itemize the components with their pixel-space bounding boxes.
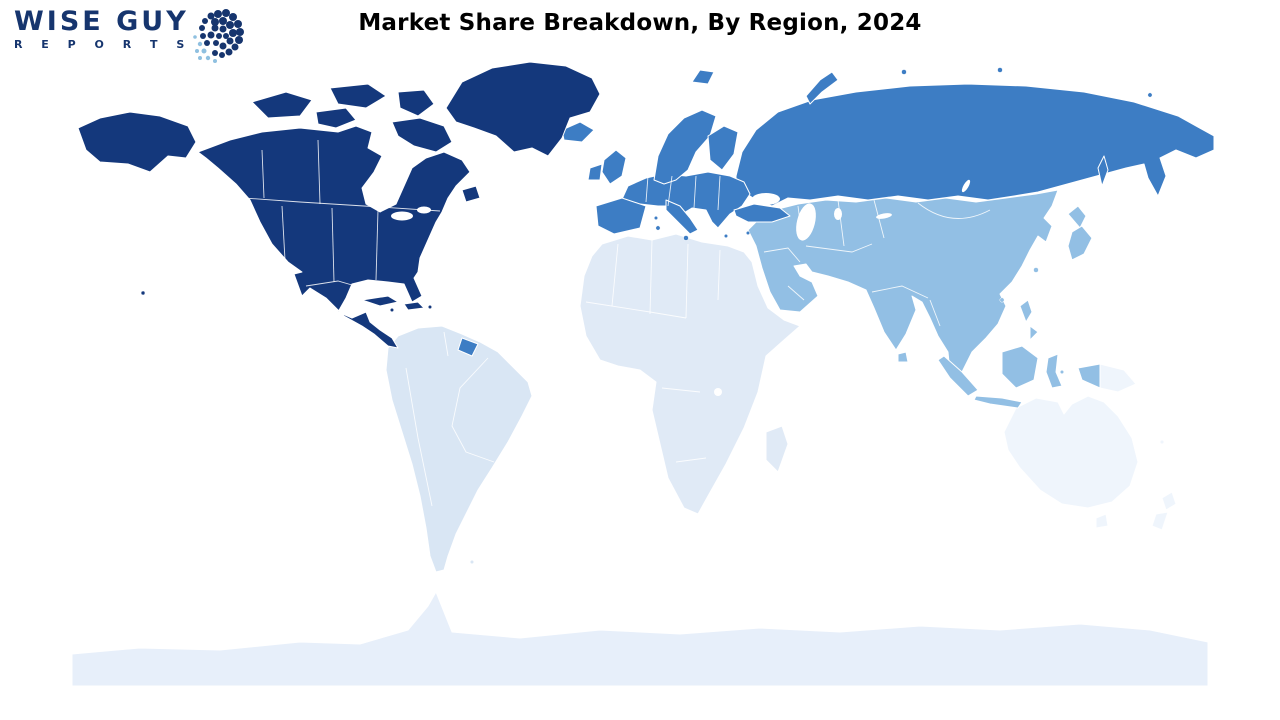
head-dots-accent	[192, 35, 217, 63]
borneo	[1001, 345, 1039, 389]
new-siberian-islands	[997, 67, 1003, 73]
sumatra	[937, 355, 979, 397]
cyprus	[745, 230, 751, 236]
logo-wordmark: WISE GUY	[14, 6, 189, 37]
wise-guy-reports-logo: WISE GUY R E P O R T S	[14, 6, 246, 66]
logo-subtitle: R E P O R T S	[14, 38, 192, 52]
falkland-islands	[469, 559, 475, 565]
svalbard	[691, 69, 715, 85]
java	[973, 395, 1023, 409]
lake-balkhash	[876, 213, 892, 219]
new-zealand-north	[1161, 491, 1177, 511]
lake-victoria	[714, 388, 722, 396]
italy	[665, 199, 699, 235]
french-guiana	[457, 337, 479, 357]
black-sea	[752, 193, 780, 205]
philippines-mindanao	[1029, 325, 1039, 341]
baffin-island	[391, 117, 453, 153]
great-lakes-east	[417, 206, 431, 214]
north-america-mainland	[197, 125, 471, 349]
sri-lanka	[897, 351, 909, 363]
region-south-america	[385, 325, 533, 573]
arctic-island-3	[397, 89, 435, 117]
new-caledonia	[1159, 439, 1165, 445]
country-borders	[215, 139, 991, 507]
sulawesi	[1045, 353, 1063, 389]
philippines-luzon	[1019, 299, 1033, 323]
region-antarctica	[71, 591, 1209, 687]
russia	[735, 83, 1215, 207]
wrangel-island	[1147, 92, 1153, 98]
puerto-rico	[427, 304, 433, 310]
iceland	[561, 121, 595, 143]
great-lakes-west	[391, 211, 413, 221]
sardinia	[655, 225, 661, 231]
japan-hokkaido	[1067, 205, 1087, 229]
lakes-and-seas	[391, 179, 971, 396]
hawaii	[140, 290, 146, 296]
new-guinea-east	[1099, 363, 1137, 393]
sicily	[683, 235, 689, 241]
aral-sea	[834, 208, 842, 220]
hainan	[999, 297, 1005, 303]
arctic-island-2	[329, 83, 387, 109]
jamaica	[389, 307, 395, 313]
tasmania	[1095, 513, 1109, 529]
new-guinea-west	[1077, 363, 1101, 389]
sakhalin	[1097, 155, 1109, 187]
greenland	[445, 61, 601, 157]
crete	[723, 233, 729, 239]
great-britain	[601, 149, 627, 185]
australia	[1003, 395, 1139, 509]
hispaniola	[403, 301, 425, 311]
taiwan	[1033, 267, 1039, 273]
region-africa	[579, 233, 801, 515]
alaska	[77, 111, 197, 173]
south-america-mainland	[385, 325, 533, 573]
victoria-island	[315, 107, 357, 129]
moluccas	[1059, 369, 1065, 375]
region-north-america	[77, 61, 601, 349]
dotted-head-icon	[192, 9, 244, 63]
japan-honshu	[1067, 225, 1093, 261]
region-asia	[747, 189, 1101, 409]
scandinavia	[653, 109, 717, 185]
corsica	[653, 215, 659, 221]
africa-mainland	[579, 233, 801, 515]
madagascar	[765, 425, 789, 473]
caspian-sea	[796, 203, 816, 241]
head-dots-navy	[198, 9, 244, 58]
page-title: Market Share Breakdown, By Region, 2024	[358, 10, 922, 36]
novaya-zemlya	[805, 71, 839, 105]
ireland	[587, 163, 603, 181]
finland	[707, 125, 739, 171]
region-oceania	[1003, 363, 1177, 531]
lake-baikal	[961, 179, 971, 193]
region-europe-russia	[457, 67, 1215, 357]
iberia	[595, 197, 647, 235]
newfoundland	[461, 185, 481, 203]
arctic-island-1	[251, 91, 313, 119]
logo-text: WISE GUY R E P O R T S	[14, 6, 192, 52]
severnaya-zemlya	[901, 69, 907, 75]
turkey	[733, 203, 791, 223]
new-zealand-south	[1151, 511, 1169, 531]
cuba	[361, 295, 399, 307]
